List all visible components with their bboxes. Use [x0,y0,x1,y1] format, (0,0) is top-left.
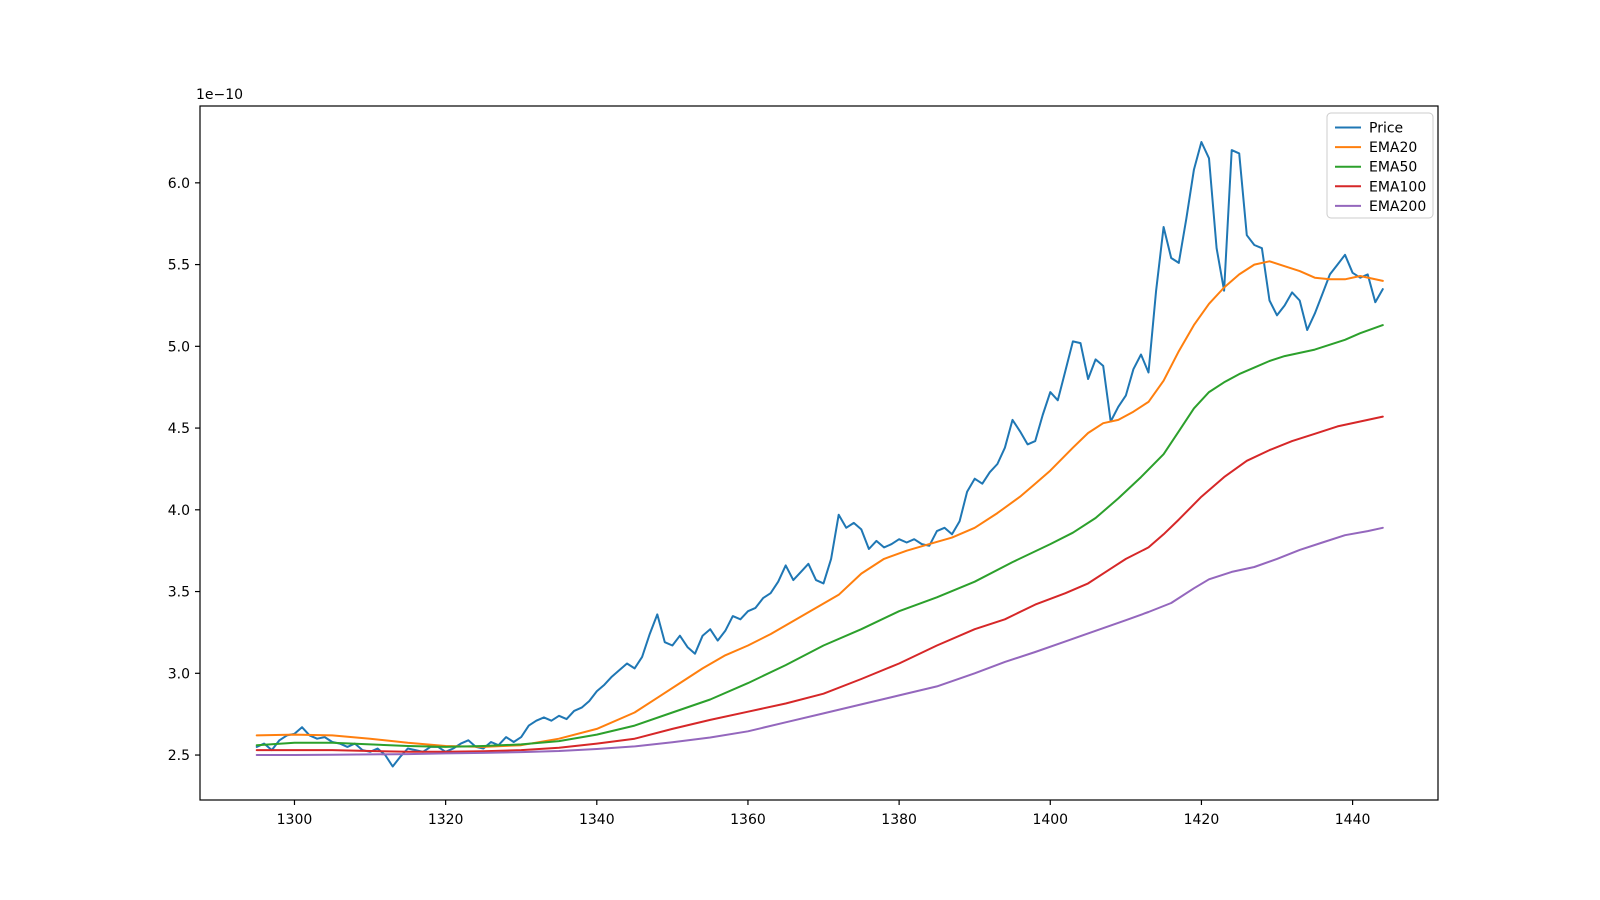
y-axis-offset-label: 1e−10 [196,87,243,103]
x-axis-ticks: 1300 1320 1340 1360 1380 1400 1420 1440 [277,800,1371,828]
y-tick-label: 6.0 [168,176,190,192]
legend-item-ema100: EMA100 [1335,179,1426,195]
y-tick-label: 3.5 [168,585,190,601]
legend-item-ema200: EMA200 [1335,199,1426,215]
legend-label: EMA100 [1369,179,1426,195]
series-line-ema20 [255,260,1384,748]
x-tick-label: 1360 [730,812,766,828]
y-tick-label: 3.0 [168,666,190,682]
series-lines [255,141,1384,768]
x-tick-label: 1300 [277,812,313,828]
legend: Price EMA20 EMA50 EMA100 EMA200 [1326,112,1434,219]
legend-item-ema20: EMA20 [1335,140,1417,156]
x-tick-label: 1380 [881,812,917,828]
series-line-price [255,141,1384,768]
x-tick-label: 1400 [1032,812,1068,828]
x-tick-label: 1420 [1184,812,1220,828]
y-tick-label: 2.5 [168,748,190,764]
legend-item-ema50: EMA50 [1335,160,1417,176]
legend-label: Price [1369,121,1403,137]
y-tick-label: 5.5 [168,258,190,274]
legend-label: EMA20 [1369,140,1417,156]
plot-area-frame [199,105,1439,801]
legend-label: EMA50 [1369,160,1417,176]
series-line-ema50 [255,324,1384,748]
legend-item-price: Price [1335,121,1403,137]
series-line-ema200 [255,526,1384,756]
y-tick-label: 4.5 [168,421,190,437]
y-tick-label: 5.0 [168,339,190,355]
x-tick-label: 1320 [428,812,464,828]
x-tick-label: 1440 [1335,812,1371,828]
series-line-ema100 [255,415,1384,753]
y-axis-ticks: 2.5 3.0 3.5 4.0 4.5 5.0 5.5 6.0 [168,176,200,764]
legend-frame [1326,112,1434,219]
legend-label: EMA200 [1369,199,1426,215]
x-tick-label: 1340 [579,812,615,828]
y-tick-label: 4.0 [168,503,190,519]
